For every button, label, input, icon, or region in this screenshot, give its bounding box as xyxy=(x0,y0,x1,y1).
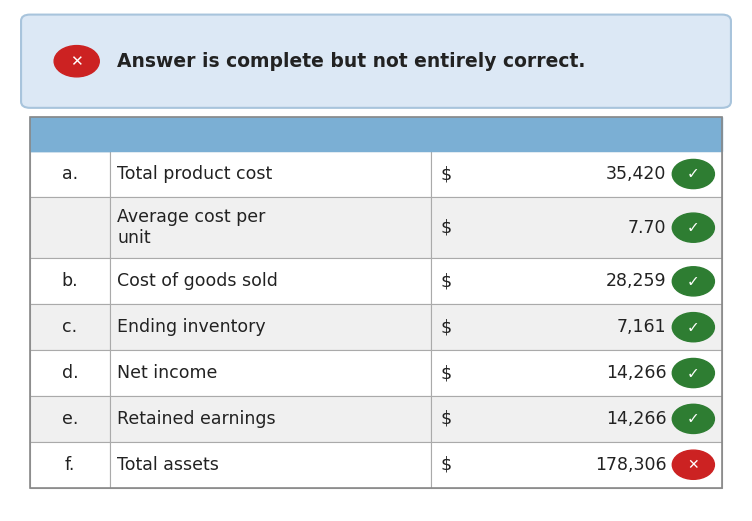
Text: Total assets: Total assets xyxy=(117,456,219,474)
Text: Net income: Net income xyxy=(117,364,217,382)
Text: 35,420: 35,420 xyxy=(606,165,666,183)
Bar xyxy=(30,304,110,350)
Text: ✓: ✓ xyxy=(687,366,699,380)
Bar xyxy=(432,151,722,197)
Text: Average cost per
unit: Average cost per unit xyxy=(117,208,265,247)
Text: Answer is complete but not entirely correct.: Answer is complete but not entirely corr… xyxy=(117,52,585,71)
Text: $: $ xyxy=(441,219,452,237)
Text: f.: f. xyxy=(65,456,75,474)
Bar xyxy=(432,396,722,442)
Text: $: $ xyxy=(441,364,452,382)
Bar xyxy=(30,117,110,151)
Bar xyxy=(110,396,432,442)
Text: $: $ xyxy=(441,165,452,183)
Circle shape xyxy=(672,159,714,189)
Text: e.: e. xyxy=(62,410,78,428)
Text: ✕: ✕ xyxy=(687,458,699,472)
Circle shape xyxy=(672,213,714,242)
Bar xyxy=(30,117,722,488)
Circle shape xyxy=(672,267,714,296)
Circle shape xyxy=(672,358,714,388)
Bar xyxy=(110,151,432,197)
Text: ✓: ✓ xyxy=(687,274,699,289)
Text: d.: d. xyxy=(62,364,78,382)
FancyBboxPatch shape xyxy=(21,15,731,108)
Text: Total product cost: Total product cost xyxy=(117,165,272,183)
Text: c.: c. xyxy=(62,318,77,336)
Text: $: $ xyxy=(441,318,452,336)
Text: 178,306: 178,306 xyxy=(595,456,666,474)
Bar xyxy=(432,350,722,396)
Text: $: $ xyxy=(441,410,452,428)
Text: Retained earnings: Retained earnings xyxy=(117,410,276,428)
Text: 7,161: 7,161 xyxy=(617,318,666,336)
Bar xyxy=(30,350,110,396)
Bar xyxy=(432,197,722,258)
Bar xyxy=(432,304,722,350)
Text: a.: a. xyxy=(62,165,78,183)
Bar xyxy=(30,151,110,197)
Bar xyxy=(30,442,110,488)
Text: Cost of goods sold: Cost of goods sold xyxy=(117,272,278,290)
Bar xyxy=(30,396,110,442)
Text: $: $ xyxy=(441,272,452,290)
Text: ✓: ✓ xyxy=(687,167,699,181)
Bar xyxy=(110,258,432,304)
Text: 14,266: 14,266 xyxy=(605,410,666,428)
Bar xyxy=(110,442,432,488)
Bar xyxy=(110,350,432,396)
Text: ✓: ✓ xyxy=(687,220,699,235)
Text: $: $ xyxy=(441,456,452,474)
Circle shape xyxy=(672,313,714,342)
Bar xyxy=(432,442,722,488)
Circle shape xyxy=(672,450,714,479)
Bar xyxy=(432,258,722,304)
Text: 28,259: 28,259 xyxy=(605,272,666,290)
Text: ✓: ✓ xyxy=(687,320,699,334)
Text: Ending inventory: Ending inventory xyxy=(117,318,265,336)
Text: b.: b. xyxy=(62,272,78,290)
Bar xyxy=(30,197,110,258)
Bar xyxy=(30,258,110,304)
Bar xyxy=(30,117,722,151)
Text: 14,266: 14,266 xyxy=(605,364,666,382)
Text: ✕: ✕ xyxy=(71,54,83,69)
Text: ✓: ✓ xyxy=(687,412,699,426)
Circle shape xyxy=(672,404,714,433)
Bar xyxy=(110,304,432,350)
Bar xyxy=(110,197,432,258)
Text: 7.70: 7.70 xyxy=(628,219,666,237)
Circle shape xyxy=(54,46,99,77)
